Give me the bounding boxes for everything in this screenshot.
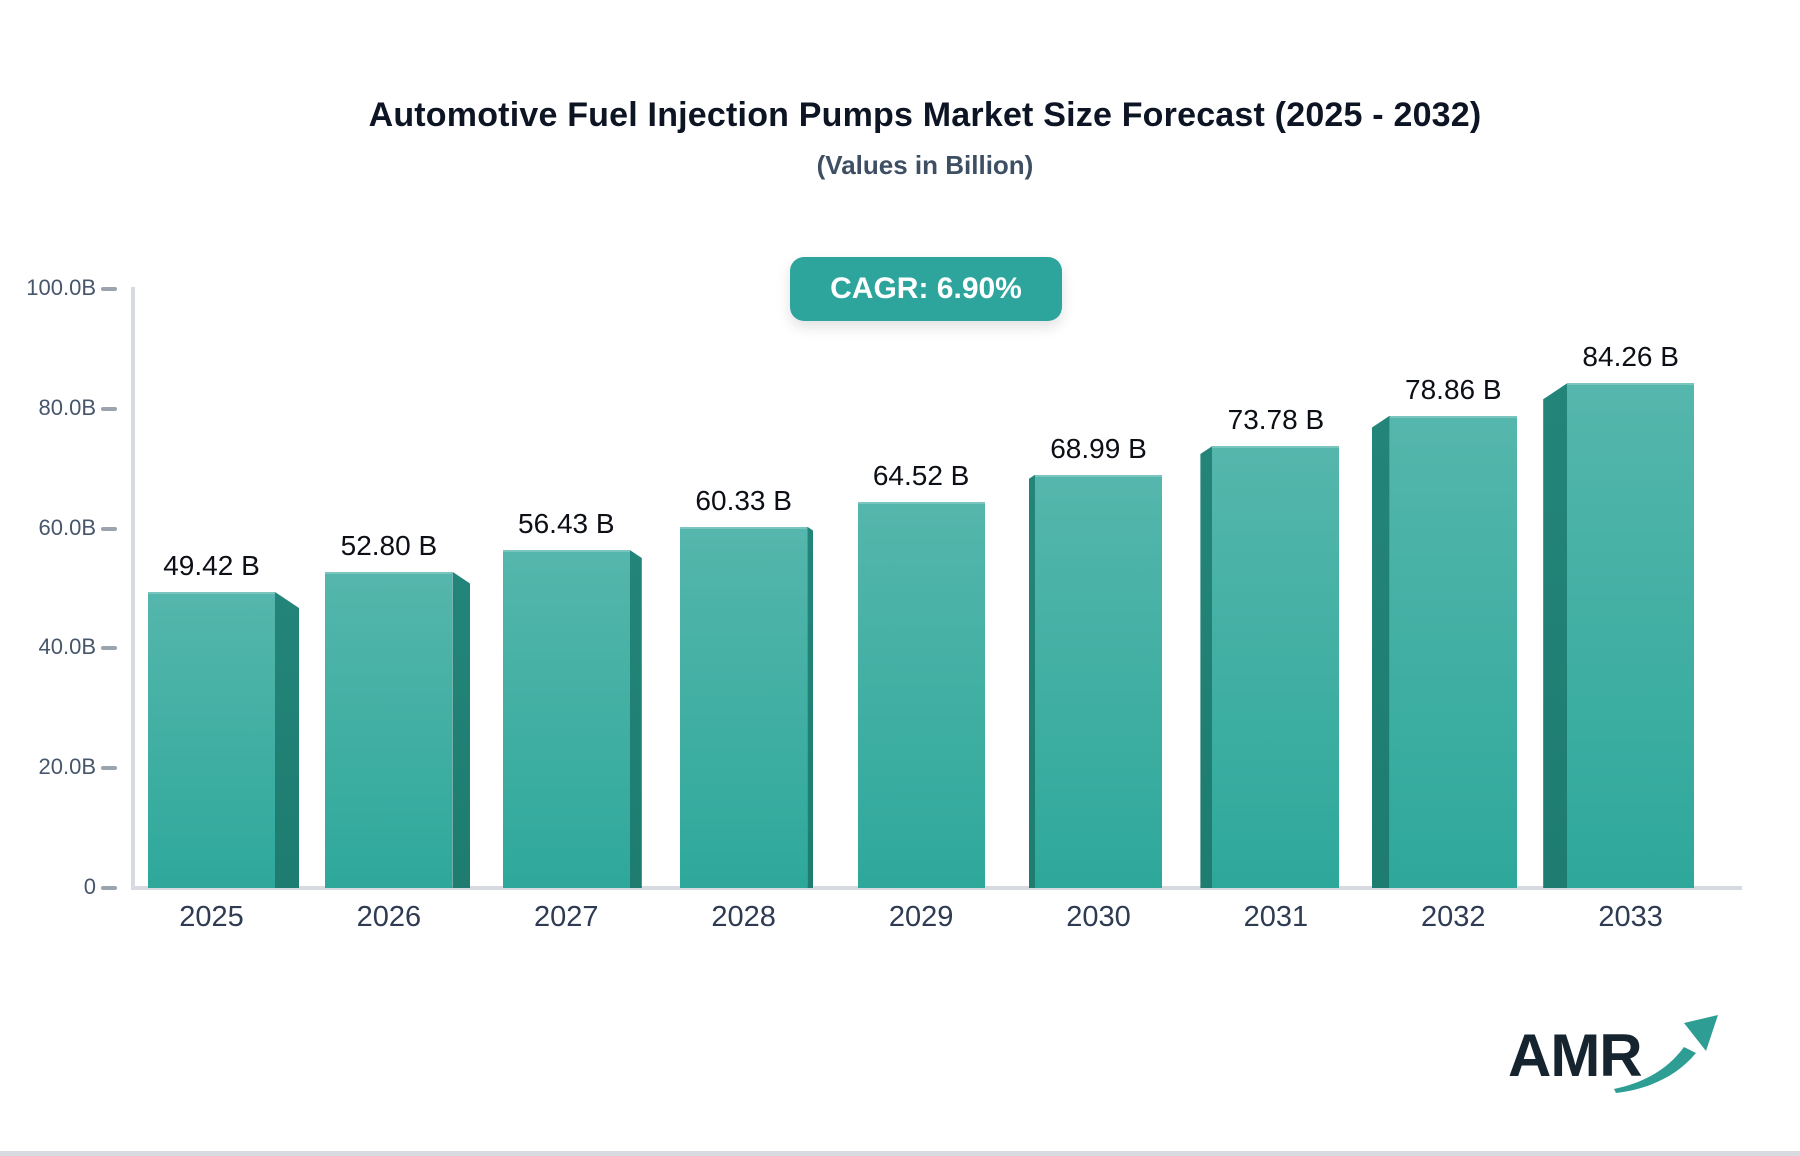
bar-2033-side-face xyxy=(1543,383,1568,888)
bar-value-label: 49.42 B xyxy=(163,549,260,581)
bar-2025 xyxy=(148,591,275,888)
cagr-badge: CAGR: 6.90% xyxy=(790,257,1062,321)
bar-value-label: 56.43 B xyxy=(518,507,615,539)
x-axis-label-2027: 2027 xyxy=(534,901,599,933)
x-axis-label-2029: 2029 xyxy=(888,901,954,933)
y-tick-mark xyxy=(101,766,117,771)
y-tick-label: 100.0B xyxy=(26,275,96,300)
x-axis-label-2028: 2028 xyxy=(711,901,776,933)
y-tick-mark xyxy=(101,287,117,291)
y-tick-label: 40.0B xyxy=(38,634,97,660)
x-axis-label-2032: 2032 xyxy=(1421,901,1486,933)
x-axis-line xyxy=(131,886,1742,890)
bar-2032-side-face xyxy=(1371,415,1390,888)
amr-logo: AMR xyxy=(1508,1007,1728,1107)
y-tick-label: 80.0B xyxy=(38,394,97,420)
amr-logo-text: AMR xyxy=(1508,1022,1643,1089)
chart-title: Automotive Fuel Injection Pumps Market S… xyxy=(368,96,1482,134)
bar-2026 xyxy=(325,571,453,888)
x-axis-label-2031: 2031 xyxy=(1243,901,1309,933)
bar-value-label: 78.86 B xyxy=(1405,373,1502,405)
bar-value-label: 64.52 B xyxy=(872,459,970,491)
bar-2031-side-face xyxy=(1200,446,1213,888)
y-tick-mark xyxy=(101,526,117,531)
bar-value-label: 73.78 B xyxy=(1227,404,1325,436)
y-tick-label: 0 xyxy=(83,874,96,899)
bar-2029 xyxy=(857,501,985,888)
x-axis-label-2026: 2026 xyxy=(356,901,422,933)
y-tick-label: 60.0B xyxy=(38,514,97,540)
y-tick-label: 20.0B xyxy=(38,754,97,780)
bar-2027-side-face xyxy=(629,549,642,888)
bar-2030-side-face xyxy=(1029,474,1035,888)
x-axis-label-2030: 2030 xyxy=(1066,901,1131,933)
y-axis-line xyxy=(131,287,135,890)
bar-2028-side-face xyxy=(807,526,814,888)
bar-2032 xyxy=(1389,415,1517,888)
amr-logo-arrow-icon xyxy=(1614,1015,1718,1093)
bar-2027 xyxy=(502,549,630,888)
bar-2031 xyxy=(1212,446,1340,888)
y-tick-mark xyxy=(101,886,117,890)
bar-2028 xyxy=(680,526,808,888)
chart-subtitle: (Values in Billion) xyxy=(816,150,1034,180)
bar-2030 xyxy=(1035,474,1162,888)
y-tick-mark xyxy=(101,646,117,651)
bar-value-label: 84.26 B xyxy=(1582,341,1679,373)
x-axis-label-2033: 2033 xyxy=(1598,901,1663,933)
bar-value-label: 52.80 B xyxy=(340,529,438,561)
bar-value-label: 60.33 B xyxy=(695,484,792,516)
bar-value-label: 68.99 B xyxy=(1050,432,1147,464)
y-tick-mark xyxy=(101,406,117,411)
bar-2026-side-face xyxy=(452,571,471,888)
bar-2025-side-face xyxy=(275,591,299,888)
bar-2033 xyxy=(1567,383,1695,888)
x-axis-label-2025: 2025 xyxy=(179,901,244,933)
